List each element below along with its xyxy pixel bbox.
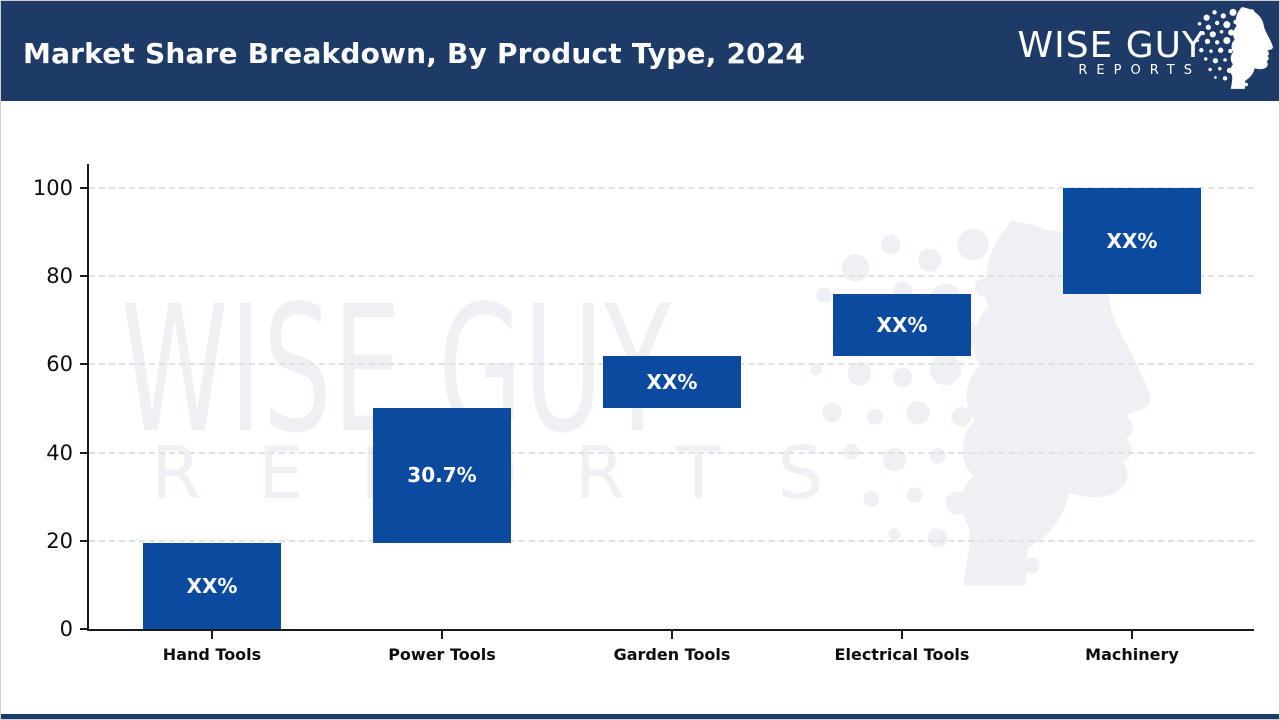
x-tick-label: Garden Tools: [613, 645, 731, 664]
x-tick-label: Power Tools: [388, 645, 496, 664]
y-tick: [80, 187, 89, 189]
bar: XX%: [833, 294, 971, 357]
x-tick: [671, 631, 673, 639]
chart-area: WISE GUY REPORTS 0 20 40 60 80 100 XX% Hand Too…: [1, 101, 1279, 716]
gridline: [89, 451, 1254, 454]
waterfall-chart: 0 20 40 60 80 100 XX% Hand Tools 30.7% Power Tool…: [1, 101, 1279, 716]
bar: 30.7%: [373, 407, 511, 543]
y-tick: [80, 628, 89, 630]
gridline: [89, 275, 1254, 278]
logo-subtext: REPORTS: [1078, 63, 1201, 78]
bar-value-label: XX%: [876, 313, 928, 338]
bar-value-label: XX%: [1106, 229, 1158, 254]
y-tick-label: 40: [46, 440, 73, 465]
bar-value-label: 30.7%: [407, 463, 477, 488]
x-tick-label: Machinery: [1085, 645, 1179, 664]
y-axis: [87, 164, 89, 631]
x-tick-label: Hand Tools: [162, 645, 262, 664]
x-tick: [211, 631, 213, 639]
bar-value-label: XX%: [186, 573, 238, 598]
bar: XX%: [603, 356, 741, 408]
bar-value-label: XX%: [646, 370, 698, 395]
y-tick: [80, 275, 89, 278]
y-tick-label: 100: [32, 176, 73, 200]
x-axis: [87, 629, 1254, 631]
bar: XX%: [1063, 188, 1201, 295]
footer-bar: [1, 714, 1279, 719]
bar: XX%: [143, 543, 281, 629]
x-tick-label: Electrical Tools: [834, 645, 970, 664]
y-tick: [80, 451, 89, 454]
y-tick-label: 0: [59, 617, 73, 641]
page-title: Market Share Breakdown, By Product Type,…: [23, 37, 806, 70]
gridline: [89, 187, 1254, 189]
x-tick: [441, 631, 443, 639]
y-tick: [80, 539, 89, 542]
gridline: [89, 539, 1254, 542]
y-tick: [80, 363, 89, 366]
y-tick-label: 20: [46, 528, 73, 553]
wiseguy-logo: WISE GUY REPORTS: [1018, 1, 1273, 101]
y-tick-label: 60: [46, 352, 73, 377]
x-tick: [901, 631, 903, 639]
wiseguy-face-icon: [1196, 7, 1273, 89]
header: Market Share Breakdown, By Product Type,…: [1, 1, 1279, 101]
x-tick: [1131, 631, 1133, 639]
logo-wordmark: WISE GUY: [1017, 25, 1205, 66]
y-tick-label: 80: [46, 264, 73, 289]
